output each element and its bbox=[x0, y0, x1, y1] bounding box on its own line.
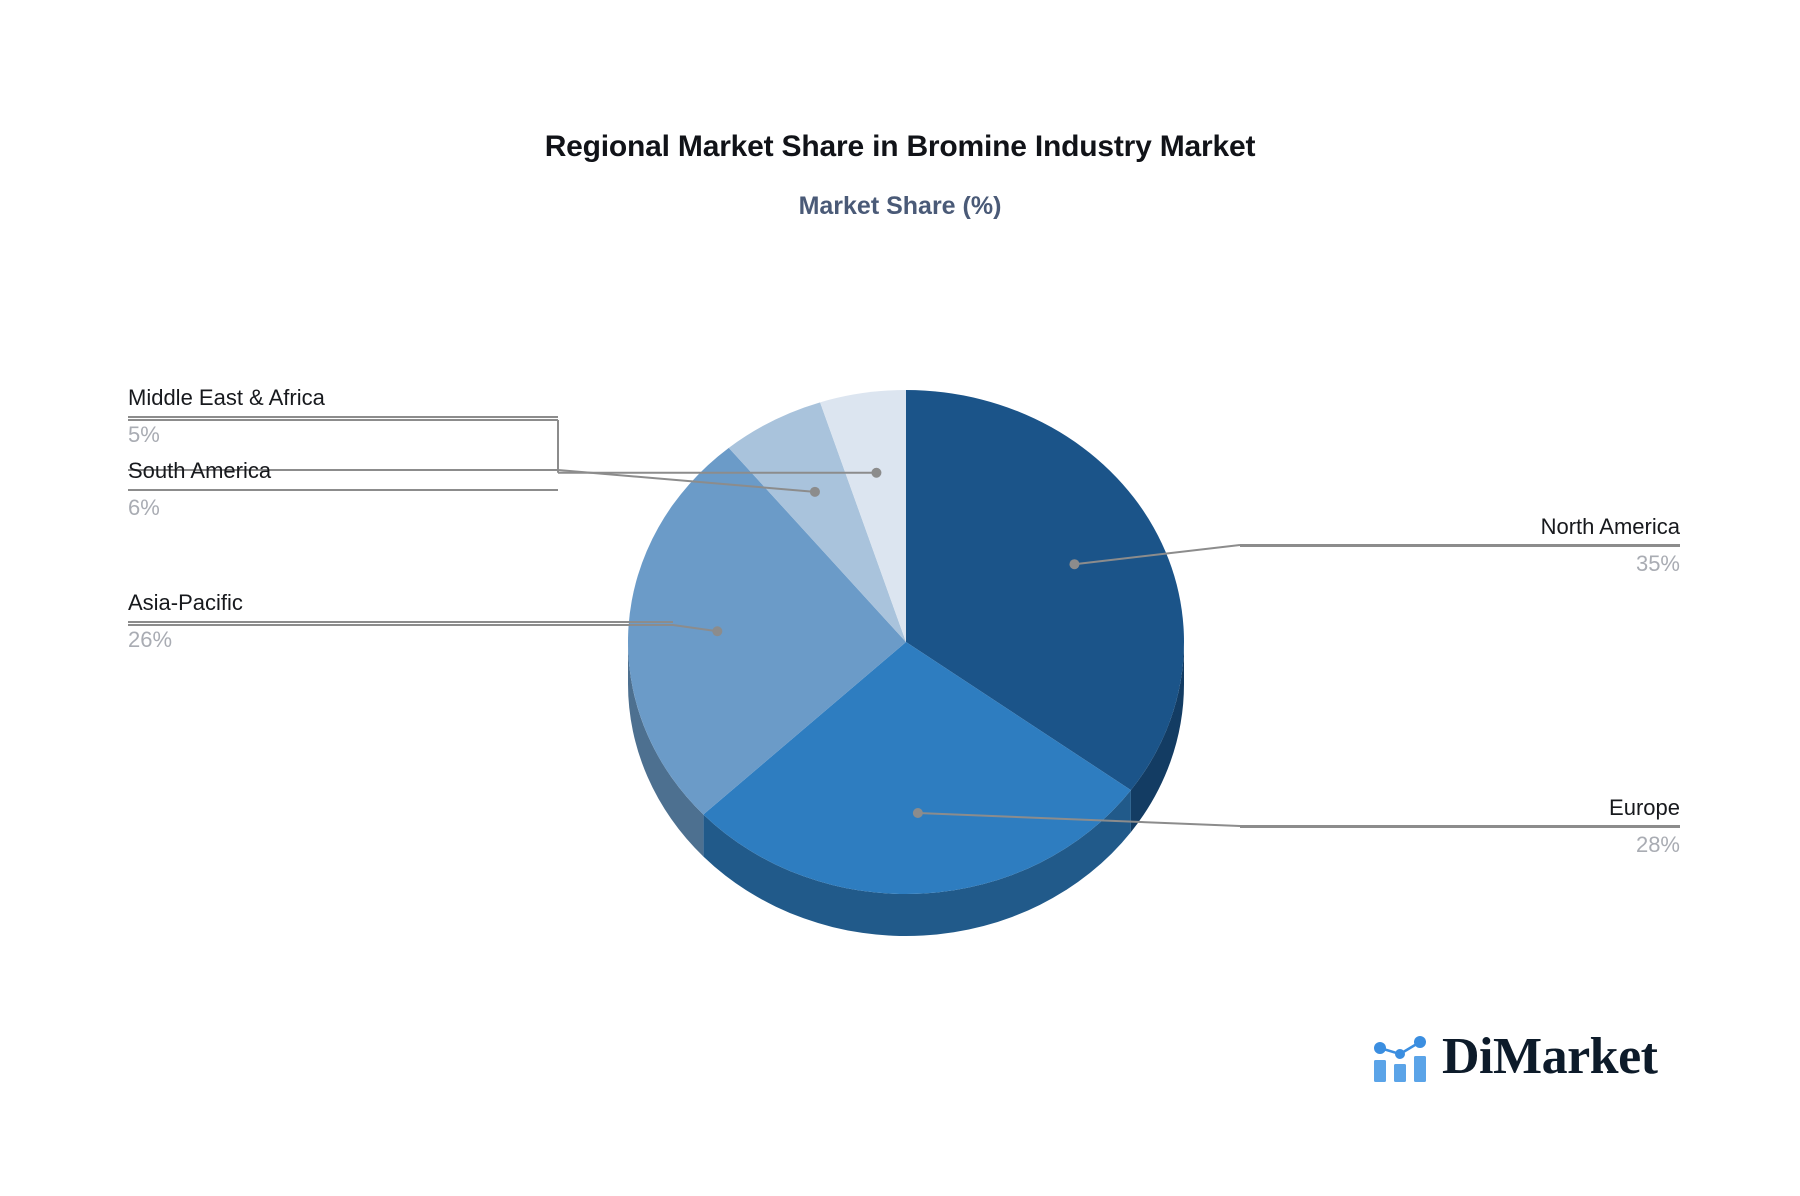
callout-asia-pacific[interactable]: Asia-Pacific 26% bbox=[128, 588, 673, 655]
callout-rule-asia-pacific bbox=[128, 621, 673, 623]
callout-value-europe: 28% bbox=[1635, 832, 1680, 857]
pie-slices-group bbox=[628, 390, 1185, 894]
pie-slice-side-asia-pacific bbox=[628, 642, 704, 857]
chart-subtitle: Market Share (%) bbox=[798, 192, 1002, 220]
leader-line-asia-pacific bbox=[672, 624, 718, 633]
leader-line-europe bbox=[917, 812, 1241, 827]
pie-slice-asia-pacific[interactable] bbox=[628, 447, 906, 815]
callout-rule-middle-east-africa bbox=[128, 416, 558, 418]
callout-label-middle-east-africa: Middle East & Africa bbox=[128, 385, 325, 410]
pie-slice-side-europe bbox=[703, 790, 1131, 936]
callout-label-north-america: North America bbox=[1540, 514, 1680, 539]
callout-label-europe: Europe bbox=[1609, 795, 1680, 820]
callout-rule-north-america bbox=[1240, 545, 1680, 547]
chart-title: Regional Market Share in Bromine Industr… bbox=[544, 130, 1256, 163]
callout-value-south-america: 6% bbox=[128, 495, 160, 520]
callout-rule-europe bbox=[1240, 826, 1680, 828]
pie-slice-north-america[interactable] bbox=[906, 390, 1185, 791]
dimarket-wordmark: DiMarket bbox=[1442, 1028, 1658, 1085]
pie-slice-europe[interactable] bbox=[703, 642, 1131, 894]
callout-europe[interactable]: Europe 28% bbox=[1240, 793, 1680, 860]
pie-slice-middle-east-africa[interactable] bbox=[820, 390, 906, 642]
callout-label-south-america: South America bbox=[128, 458, 272, 483]
callout-value-middle-east-africa: 5% bbox=[128, 422, 160, 447]
leader-line-north-america bbox=[1074, 544, 1241, 566]
callout-north-america[interactable]: North America 35% bbox=[1240, 512, 1680, 579]
callout-label-asia-pacific: Asia-Pacific bbox=[128, 590, 243, 615]
pie-3d-depth-group bbox=[628, 642, 1184, 936]
callout-middle-east-africa[interactable]: Middle East & Africa 5% bbox=[128, 383, 558, 450]
callout-south-america[interactable]: South America 6% bbox=[128, 456, 558, 523]
callout-value-north-america: 35% bbox=[1635, 551, 1680, 576]
pie-slice-south-america[interactable] bbox=[728, 402, 906, 642]
bar-chart-logo-icon bbox=[1372, 1032, 1428, 1082]
pie-slice-side-north-america bbox=[1130, 642, 1184, 833]
callout-rule-south-america bbox=[128, 489, 558, 491]
dimarket-logo[interactable]: DiMarket bbox=[1372, 1028, 1658, 1085]
callout-value-asia-pacific: 26% bbox=[128, 627, 173, 652]
